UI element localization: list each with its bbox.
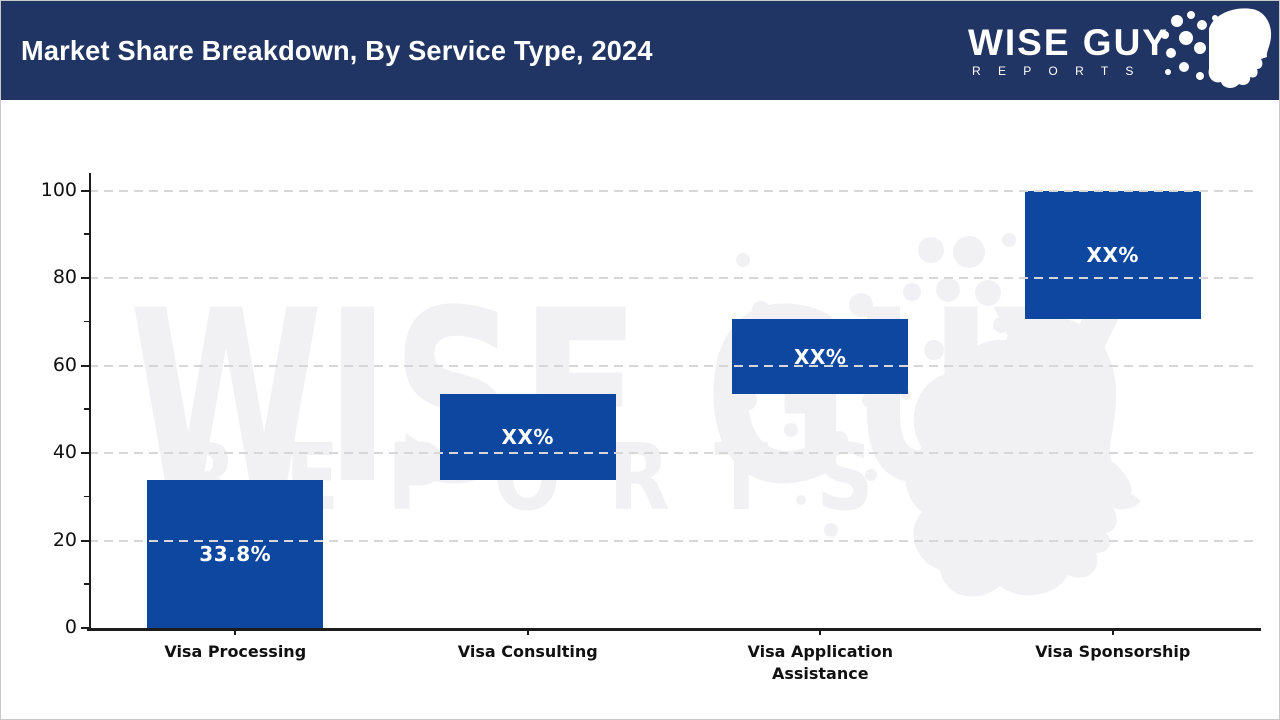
bar-value-label: 33.8% bbox=[199, 542, 272, 567]
x-tick-label: Visa Sponsorship bbox=[1035, 642, 1191, 661]
bar-visa-sponsorship: XX% bbox=[1024, 190, 1201, 319]
y-minor-tick bbox=[84, 233, 89, 235]
x-axis bbox=[87, 628, 1261, 631]
logo-text: WISE GUY R E P O R T S bbox=[968, 24, 1169, 78]
logo-wordmark: WISE GUY bbox=[967, 21, 1169, 63]
x-tick-label: Visa Consulting bbox=[457, 642, 598, 661]
y-major-tick bbox=[81, 627, 89, 629]
x-tick-label: Visa Application Assistance bbox=[747, 642, 894, 683]
bar-visa-application-assistance: XX% bbox=[732, 318, 909, 395]
x-tick bbox=[1111, 628, 1114, 635]
x-tick-label: Visa Processing bbox=[164, 642, 307, 661]
bar-value-label: XX% bbox=[1086, 242, 1139, 267]
grid-line bbox=[89, 277, 1259, 279]
bar-value-label: XX% bbox=[501, 425, 554, 450]
y-tick-label: 0 bbox=[64, 616, 77, 638]
y-tick-label: 20 bbox=[52, 528, 77, 551]
x-tick bbox=[819, 628, 822, 635]
y-major-tick bbox=[81, 189, 89, 192]
header-bar: Market Share Breakdown, By Service Type,… bbox=[1, 1, 1279, 100]
y-major-tick bbox=[81, 277, 89, 279]
y-axis bbox=[89, 172, 91, 631]
page-title: Market Share Breakdown, By Service Type,… bbox=[21, 34, 653, 66]
grid-line bbox=[89, 189, 1259, 192]
dotted-head-icon bbox=[1161, 7, 1272, 88]
bar-visa-consulting: XX% bbox=[439, 394, 616, 481]
wise-guy-reports-logo: WISE GUY R E P O R T S bbox=[968, 1, 1273, 100]
y-minor-tick bbox=[84, 495, 89, 498]
y-minor-tick bbox=[84, 583, 89, 585]
grid-line bbox=[89, 364, 1259, 367]
y-tick-label: 40 bbox=[52, 441, 77, 463]
y-major-tick bbox=[81, 364, 89, 367]
y-tick-label: 80 bbox=[52, 266, 77, 288]
grid-line bbox=[89, 452, 1259, 454]
y-minor-tick bbox=[84, 320, 89, 323]
x-tick bbox=[234, 628, 237, 635]
y-major-tick bbox=[81, 539, 89, 542]
y-tick-label: 60 bbox=[52, 353, 77, 376]
y-tick-label: 100 bbox=[40, 178, 77, 201]
logo-subtitle: R E P O R T S bbox=[971, 63, 1141, 78]
grid-line bbox=[89, 539, 1259, 542]
y-minor-tick bbox=[84, 408, 89, 410]
x-tick bbox=[526, 628, 529, 635]
y-major-tick bbox=[81, 452, 89, 454]
bar-visa-processing: 33.8% bbox=[147, 480, 324, 628]
